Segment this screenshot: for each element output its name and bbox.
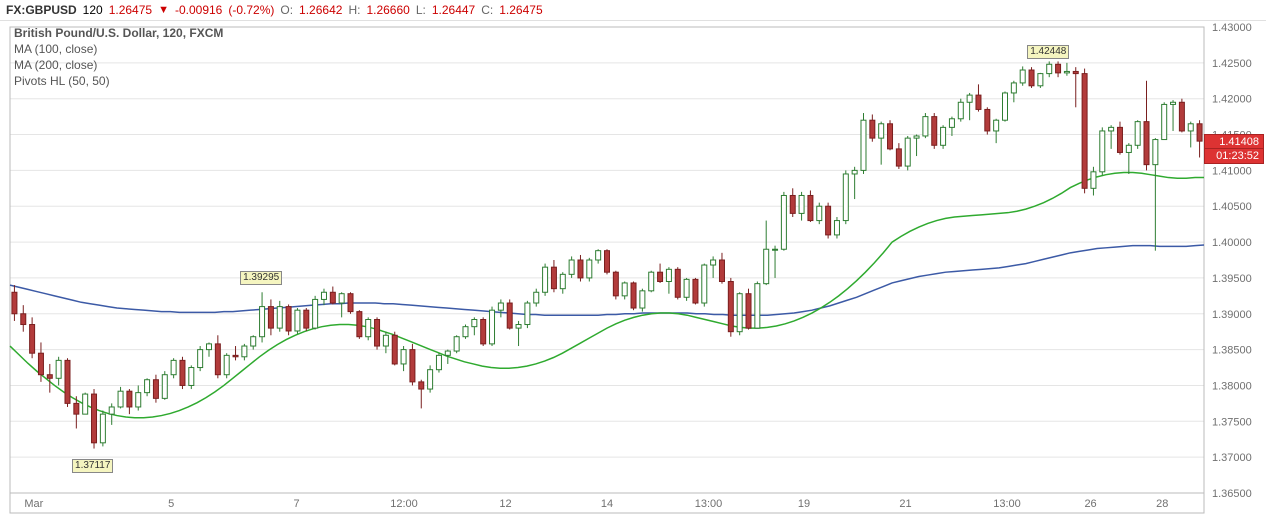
countdown-badge: 01:23:52 [1204, 148, 1264, 164]
change-value: -0.00916 [175, 3, 222, 17]
low-label: L: [416, 3, 426, 17]
high-value: 1.26660 [366, 3, 409, 17]
svg-text:5: 5 [168, 498, 174, 510]
svg-text:12: 12 [499, 498, 511, 510]
legend-title: British Pound/U.S. Dollar, 120, FXCM [14, 25, 223, 41]
svg-text:1.38000: 1.38000 [1212, 380, 1252, 392]
svg-text:19: 19 [798, 498, 810, 510]
change-pct: (-0.72%) [228, 3, 274, 17]
svg-text:21: 21 [899, 498, 911, 510]
svg-text:13:00: 13:00 [993, 498, 1021, 510]
svg-text:7: 7 [293, 498, 299, 510]
svg-text:1.41000: 1.41000 [1212, 165, 1252, 177]
pivot-low-label: 1.37117 [72, 459, 113, 473]
candlestick-chart[interactable]: 1.36500 1.37000 1.37500 1.38000 1.38500 1.390… [0, 21, 1266, 514]
svg-text:28: 28 [1156, 498, 1168, 510]
chart-area[interactable]: 1.36500 1.37000 1.37500 1.38000 1.38500 1.390… [0, 21, 1266, 514]
svg-text:1.39500: 1.39500 [1212, 273, 1252, 285]
svg-text:13:00: 13:00 [695, 498, 723, 510]
svg-text:1.40500: 1.40500 [1212, 201, 1252, 213]
svg-text:1.40000: 1.40000 [1212, 237, 1252, 249]
pivot-high-label: 1.42448 [1027, 45, 1069, 59]
svg-text:Mar: Mar [24, 498, 43, 510]
high-label: H: [348, 3, 360, 17]
svg-text:12:00: 12:00 [390, 498, 418, 510]
chart-legend: British Pound/U.S. Dollar, 120, FXCM MA … [14, 25, 223, 89]
pivot-mid-label: 1.39295 [240, 271, 282, 285]
down-arrow-icon: ▼ [158, 4, 169, 16]
svg-text:1.37500: 1.37500 [1212, 416, 1252, 428]
legend-ma200: MA (200, close) [14, 57, 223, 73]
low-value: 1.26447 [432, 3, 475, 17]
legend-ma100: MA (100, close) [14, 41, 223, 57]
svg-text:1.42500: 1.42500 [1212, 58, 1252, 70]
svg-text:1.38500: 1.38500 [1212, 345, 1252, 357]
svg-text:1.39000: 1.39000 [1212, 309, 1252, 321]
last-price: 1.26475 [109, 3, 152, 17]
open-value: 1.26642 [299, 3, 342, 17]
symbol-interval: 120 [83, 3, 103, 17]
svg-text:1.36500: 1.36500 [1212, 488, 1252, 500]
svg-text:1.43000: 1.43000 [1212, 22, 1252, 34]
legend-pivots: Pivots HL (50, 50) [14, 73, 223, 89]
open-label: O: [280, 3, 293, 17]
symbol-topbar: FX:GBPUSD 120 1.26475 ▼ -0.00916 (-0.72%… [0, 0, 1266, 21]
svg-text:1.42000: 1.42000 [1212, 94, 1252, 106]
close-label: C: [481, 3, 493, 17]
symbol-name[interactable]: FX:GBPUSD [6, 3, 77, 17]
close-value: 1.26475 [499, 3, 542, 17]
svg-text:1.37000: 1.37000 [1212, 452, 1252, 464]
svg-text:14: 14 [601, 498, 613, 510]
svg-text:26: 26 [1084, 498, 1096, 510]
